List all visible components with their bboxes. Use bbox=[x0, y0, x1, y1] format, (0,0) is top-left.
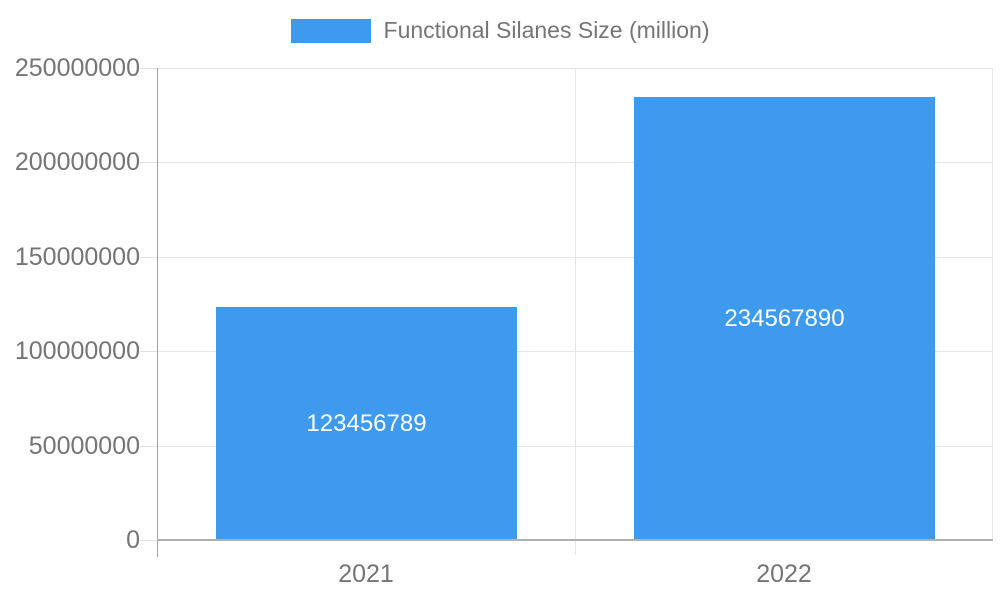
y-tick-label: 0 bbox=[126, 526, 140, 554]
legend: Functional Silanes Size (million) bbox=[0, 17, 1000, 44]
bar[interactable]: 234567890 bbox=[634, 97, 935, 540]
legend-swatch bbox=[290, 18, 371, 43]
y-tick-mark bbox=[140, 68, 157, 69]
plot-area: 123456789 234567890 bbox=[157, 68, 993, 540]
y-tick-mark bbox=[140, 162, 157, 163]
y-tick-label: 150000000 bbox=[14, 243, 140, 271]
bar-value-label: 123456789 bbox=[306, 409, 427, 437]
y-tick-label: 100000000 bbox=[14, 337, 140, 365]
x-axis-label: 2022 bbox=[756, 560, 812, 588]
y-tick-mark bbox=[140, 446, 157, 447]
y-tick-mark bbox=[140, 351, 157, 352]
y-tick-label: 50000000 bbox=[28, 432, 140, 460]
x-axis-label: 2021 bbox=[338, 560, 394, 588]
y-tick-mark bbox=[140, 257, 157, 258]
y-tick-mark bbox=[140, 540, 157, 541]
category-divider bbox=[575, 68, 576, 555]
plot-right-border bbox=[992, 68, 993, 540]
x-axis-line bbox=[157, 539, 993, 541]
bar-value-label: 234567890 bbox=[724, 304, 845, 332]
y-tick-label: 250000000 bbox=[14, 54, 140, 82]
y-tick-label: 200000000 bbox=[14, 148, 140, 176]
bar[interactable]: 123456789 bbox=[216, 307, 517, 540]
legend-label: Functional Silanes Size (million) bbox=[383, 17, 710, 43]
y-axis-line bbox=[157, 68, 158, 557]
